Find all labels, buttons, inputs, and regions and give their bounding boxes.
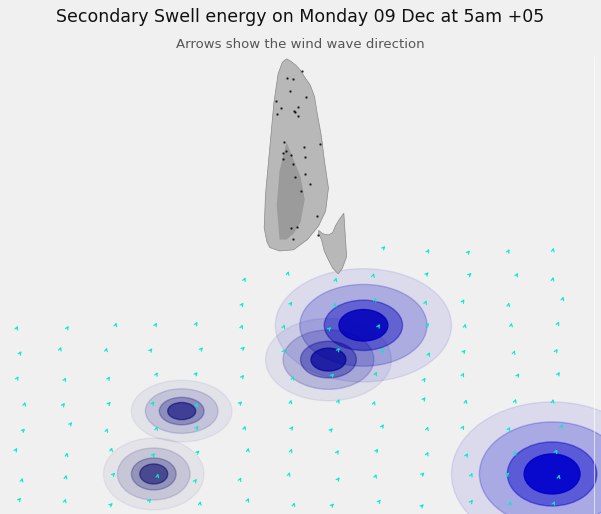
Ellipse shape [339, 309, 388, 341]
Ellipse shape [325, 300, 403, 351]
Ellipse shape [132, 380, 232, 442]
Ellipse shape [103, 438, 204, 510]
Ellipse shape [275, 269, 451, 382]
Ellipse shape [168, 402, 196, 419]
Ellipse shape [300, 284, 427, 366]
Polygon shape [264, 59, 329, 251]
Text: Arrows show the wind wave direction: Arrows show the wind wave direction [176, 38, 425, 50]
Ellipse shape [300, 341, 356, 378]
Ellipse shape [159, 397, 204, 425]
Polygon shape [319, 213, 347, 274]
Ellipse shape [507, 442, 597, 506]
Ellipse shape [132, 458, 176, 490]
Ellipse shape [283, 330, 374, 389]
Text: Secondary Swell energy on Monday 09 Dec at 5am +05: Secondary Swell energy on Monday 09 Dec … [56, 8, 545, 26]
Ellipse shape [266, 319, 391, 401]
Ellipse shape [140, 464, 168, 484]
Ellipse shape [145, 389, 218, 433]
Ellipse shape [524, 454, 580, 494]
Polygon shape [276, 142, 305, 240]
Ellipse shape [451, 402, 601, 514]
Ellipse shape [311, 348, 346, 371]
Ellipse shape [480, 422, 601, 514]
Ellipse shape [117, 448, 190, 500]
